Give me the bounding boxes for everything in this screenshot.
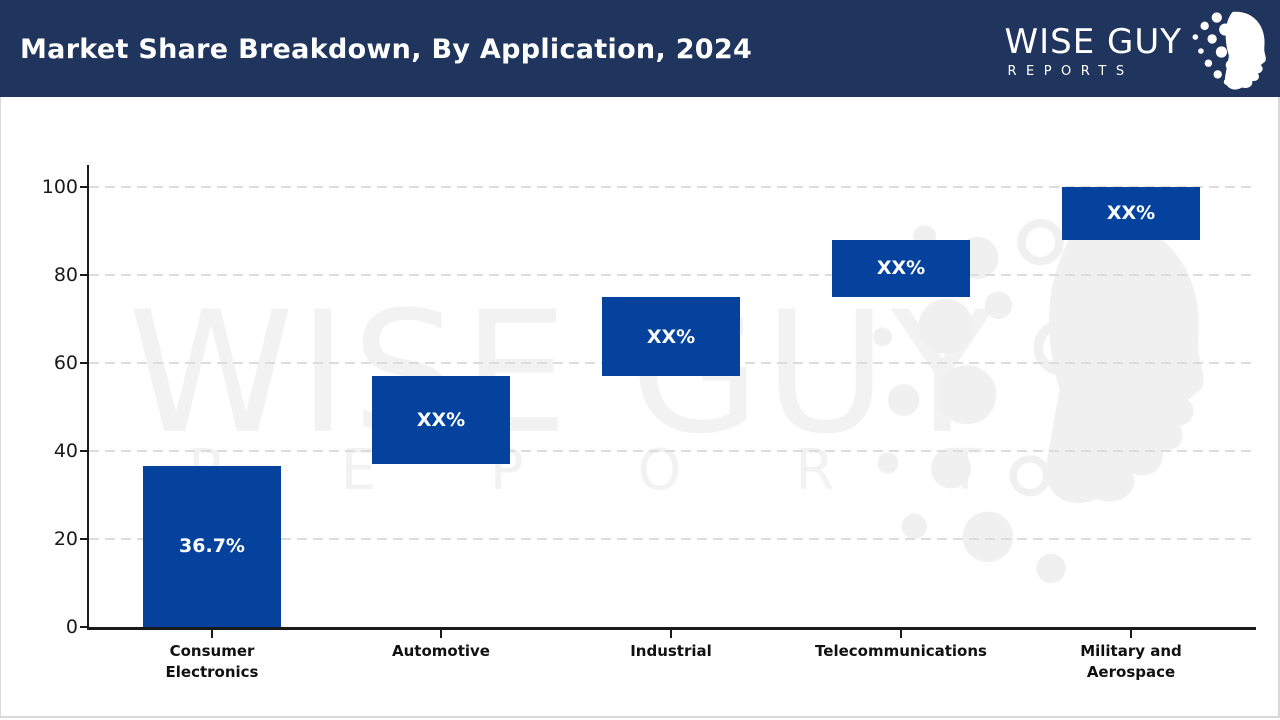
x-category-label: Automotive: [331, 641, 551, 662]
y-axis-line: [87, 165, 89, 630]
y-tick-label: 0: [65, 616, 78, 638]
bar: XX%: [832, 239, 970, 297]
logo-name-bottom: REPORTS: [1007, 64, 1134, 79]
watermark-text-reports: R E P O R T S: [188, 438, 1180, 503]
y-tick-mark: [80, 450, 88, 452]
y-tick-label: 60: [53, 352, 78, 374]
watermark-text: WISE GUY: [128, 275, 998, 471]
gridline: [89, 186, 1256, 188]
x-category-label: Telecommunications: [791, 641, 1011, 662]
watermark-face-icon: [855, 218, 1204, 584]
bar: XX%: [372, 376, 510, 465]
y-tick-mark: [80, 274, 88, 276]
bar-value-label: XX%: [1106, 202, 1156, 225]
header-bar: Market Share Breakdown, By Application, …: [0, 0, 1280, 97]
waterfall-chart: 0 20 40 60 80 100 36.7% Consumer Electronics XX% A…: [0, 97, 1280, 720]
y-tick-mark: [80, 626, 88, 628]
bottom-hairline: [0, 716, 1280, 718]
x-tick-mark: [900, 630, 902, 638]
x-category-label-line: Industrial: [630, 642, 712, 660]
x-category-label-line: Telecommunications: [815, 642, 987, 660]
y-tick-label: 80: [53, 264, 78, 286]
x-tick-mark: [211, 630, 213, 638]
gridline: [89, 538, 1256, 540]
logo-name-top: WISE GUY: [1004, 22, 1182, 62]
bar-value-label: XX%: [646, 325, 696, 348]
y-tick-mark: [80, 538, 88, 540]
y-tick-mark: [80, 186, 88, 188]
bar-value-label: XX%: [876, 257, 926, 280]
page-title: Market Share Breakdown, By Application, …: [20, 34, 753, 65]
wiseguy-logo-text: WISE GUY REPORTS: [1004, 25, 1182, 79]
y-tick-label: 20: [53, 528, 78, 550]
right-hairline: [1278, 97, 1280, 718]
x-axis-line: [87, 627, 1256, 630]
x-category-label-line: Consumer: [169, 642, 255, 660]
gridline: [89, 450, 1256, 452]
bar-value-label: 36.7%: [179, 535, 245, 558]
x-tick-mark: [670, 630, 672, 638]
bar: 36.7%: [143, 465, 281, 627]
y-tick-mark: [80, 362, 88, 364]
gridline: [89, 274, 1256, 276]
x-category-label-line: Electronics: [165, 663, 259, 681]
x-category-label-line: Military and: [1080, 642, 1182, 660]
y-tick-label: 40: [53, 440, 78, 462]
x-category-label-line: Automotive: [392, 642, 490, 660]
x-category-label: Military and Aerospace: [1021, 641, 1241, 683]
left-hairline: [0, 97, 1, 718]
bar: XX%: [1062, 187, 1200, 240]
wiseguy-logo: WISE GUY REPORTS: [1004, 8, 1270, 96]
x-category-label-line: Aerospace: [1086, 663, 1176, 681]
x-tick-mark: [440, 630, 442, 638]
y-tick-label: 100: [41, 176, 78, 198]
bar-value-label: XX%: [416, 409, 466, 432]
x-category-label: Consumer Electronics: [102, 641, 322, 683]
bar: XX%: [602, 297, 740, 377]
x-tick-mark: [1130, 630, 1132, 638]
x-category-label: Industrial: [561, 641, 781, 662]
wiseguy-face-icon: [1192, 11, 1266, 90]
